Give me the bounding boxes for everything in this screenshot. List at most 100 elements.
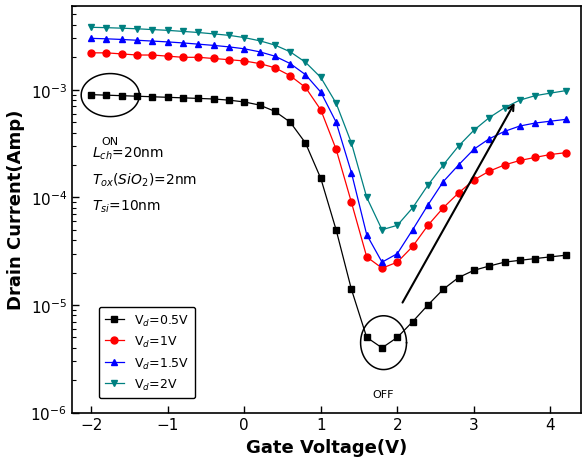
V$_d$=1V	[562, 150, 569, 156]
V$_d$=1V	[149, 53, 156, 59]
V$_d$=1V	[271, 66, 278, 71]
V$_d$=0.5V	[225, 98, 232, 104]
Line: V$_d$=1V: V$_d$=1V	[88, 50, 569, 272]
V$_d$=1V	[118, 52, 125, 57]
V$_d$=0.5V	[271, 109, 278, 115]
V$_d$=0.5V	[210, 97, 217, 102]
Legend: V$_d$=0.5V, V$_d$=1V, V$_d$=1.5V, V$_d$=2V: V$_d$=0.5V, V$_d$=1V, V$_d$=1.5V, V$_d$=…	[99, 307, 195, 398]
V$_d$=1V	[256, 62, 263, 67]
V$_d$=1.5V	[88, 37, 95, 42]
V$_d$=2V	[179, 30, 186, 35]
V$_d$=0.5V	[318, 176, 325, 182]
V$_d$=0.5V	[425, 302, 432, 308]
V$_d$=0.5V	[379, 345, 386, 351]
V$_d$=1.5V	[149, 39, 156, 45]
V$_d$=1.5V	[286, 62, 293, 67]
V$_d$=1.5V	[501, 129, 508, 135]
V$_d$=0.5V	[486, 264, 493, 269]
Text: ON: ON	[102, 137, 119, 147]
V$_d$=2V	[286, 50, 293, 56]
V$_d$=1V	[440, 206, 447, 211]
V$_d$=1V	[133, 53, 141, 59]
V$_d$=1.5V	[562, 117, 569, 123]
V$_d$=2V	[225, 33, 232, 39]
V$_d$=1.5V	[455, 163, 462, 169]
V$_d$=1V	[501, 163, 508, 169]
V$_d$=1.5V	[394, 251, 401, 257]
V$_d$=2V	[133, 27, 141, 32]
V$_d$=0.5V	[455, 275, 462, 281]
V$_d$=0.5V	[516, 258, 523, 263]
V$_d$=2V	[271, 43, 278, 49]
V$_d$=1V	[379, 266, 386, 271]
V$_d$=0.5V	[394, 335, 401, 340]
V$_d$=2V	[379, 227, 386, 233]
V$_d$=0.5V	[133, 94, 141, 100]
V$_d$=0.5V	[348, 287, 355, 293]
V$_d$=2V	[164, 29, 171, 34]
V$_d$=1.5V	[164, 40, 171, 45]
V$_d$=2V	[348, 141, 355, 146]
V$_d$=1.5V	[516, 124, 523, 130]
V$_d$=2V	[103, 26, 110, 31]
V$_d$=0.5V	[195, 96, 202, 102]
V$_d$=2V	[363, 195, 370, 200]
V$_d$=1.5V	[195, 42, 202, 48]
V$_d$=1V	[425, 223, 432, 229]
V$_d$=2V	[195, 31, 202, 36]
V$_d$=2V	[118, 26, 125, 32]
V$_d$=2V	[486, 116, 493, 121]
V$_d$=1V	[409, 244, 416, 250]
V$_d$=2V	[532, 94, 539, 99]
V$_d$=1.5V	[532, 121, 539, 126]
V$_d$=1V	[179, 56, 186, 61]
V$_d$=1.5V	[240, 47, 248, 52]
V$_d$=2V	[562, 89, 569, 94]
V$_d$=1.5V	[302, 73, 309, 78]
V$_d$=2V	[516, 98, 523, 104]
V$_d$=1.5V	[333, 120, 340, 125]
V$_d$=0.5V	[409, 319, 416, 325]
V$_d$=1.5V	[225, 45, 232, 50]
V$_d$=0.5V	[470, 268, 477, 274]
V$_d$=2V	[440, 163, 447, 169]
V$_d$=1V	[240, 59, 248, 65]
V$_d$=1V	[318, 108, 325, 113]
V$_d$=1V	[195, 56, 202, 61]
V$_d$=1V	[516, 158, 523, 164]
V$_d$=2V	[240, 36, 248, 41]
V$_d$=1.5V	[379, 260, 386, 265]
V$_d$=1.5V	[440, 180, 447, 185]
V$_d$=1.5V	[179, 41, 186, 47]
V$_d$=1.5V	[486, 137, 493, 142]
V$_d$=2V	[318, 75, 325, 81]
Y-axis label: Drain Current(Amp): Drain Current(Amp)	[7, 110, 25, 310]
V$_d$=1V	[302, 86, 309, 91]
V$_d$=1V	[394, 260, 401, 265]
V$_d$=2V	[470, 128, 477, 134]
V$_d$=2V	[501, 106, 508, 111]
V$_d$=1V	[225, 58, 232, 63]
V$_d$=2V	[455, 144, 462, 150]
V$_d$=0.5V	[240, 100, 248, 106]
V$_d$=0.5V	[179, 96, 186, 101]
V$_d$=2V	[547, 91, 554, 97]
V$_d$=0.5V	[562, 253, 569, 258]
V$_d$=2V	[210, 32, 217, 38]
V$_d$=1V	[455, 191, 462, 196]
V$_d$=1.5V	[271, 54, 278, 60]
V$_d$=1V	[348, 200, 355, 206]
V$_d$=0.5V	[501, 260, 508, 265]
V$_d$=0.5V	[532, 256, 539, 262]
V$_d$=1.5V	[425, 203, 432, 208]
V$_d$=0.5V	[302, 141, 309, 146]
V$_d$=1.5V	[103, 37, 110, 43]
V$_d$=1V	[164, 54, 171, 60]
V$_d$=1.5V	[256, 50, 263, 56]
V$_d$=1.5V	[470, 147, 477, 153]
V$_d$=1.5V	[118, 38, 125, 43]
V$_d$=1V	[210, 56, 217, 62]
V$_d$=2V	[425, 183, 432, 188]
V$_d$=2V	[256, 39, 263, 44]
V$_d$=1.5V	[348, 170, 355, 176]
